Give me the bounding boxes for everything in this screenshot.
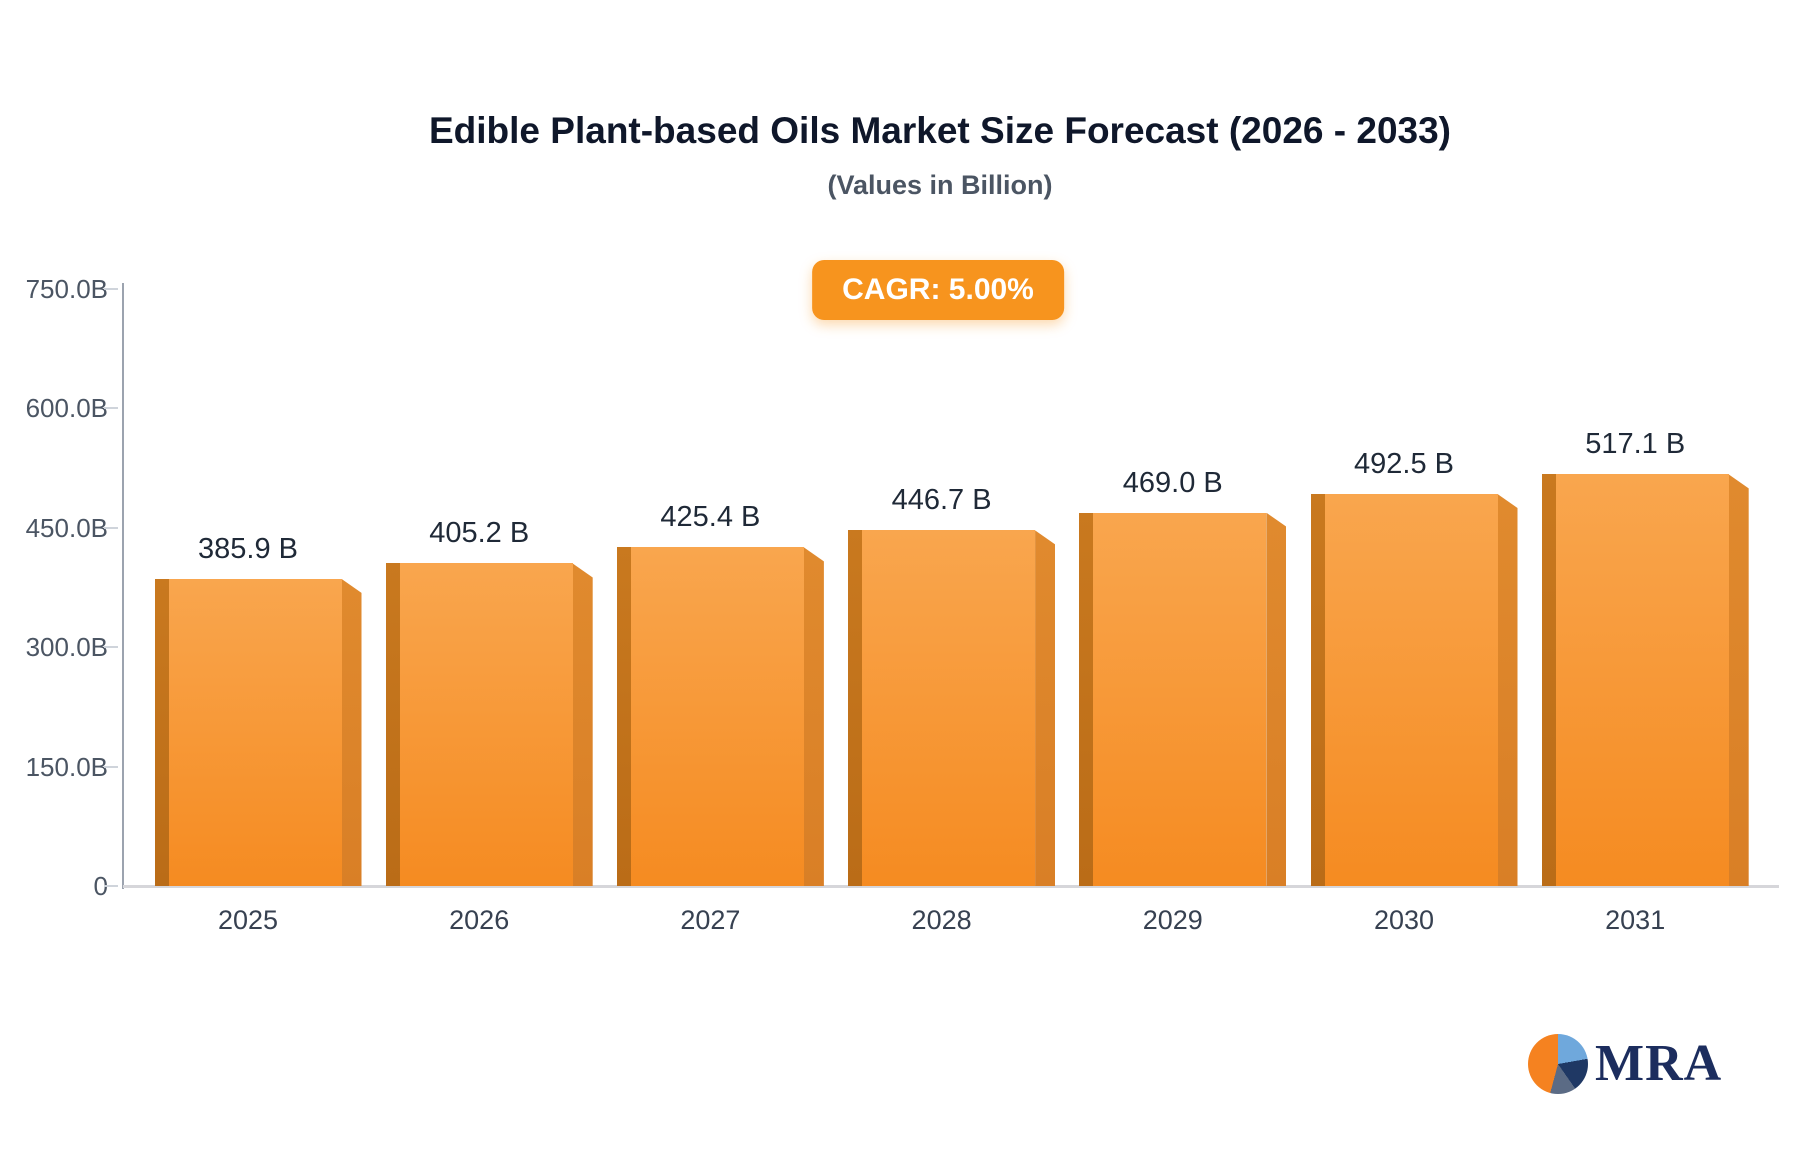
bar-side-face [1728, 474, 1749, 886]
y-tick-label: 750.0B [25, 274, 108, 304]
x-axis-label: 2030 [1373, 905, 1435, 935]
brand-logo-text: MRA [1595, 1035, 1723, 1092]
bar [848, 530, 1036, 886]
x-axis-label: 2027 [680, 905, 741, 935]
bar-left-edge [848, 530, 863, 886]
x-axis-label: 2025 [217, 905, 279, 935]
bar-side-face [803, 547, 824, 886]
bar-left-edge [616, 547, 631, 886]
bar-value-label: 469.0 B [1122, 466, 1223, 499]
bar [1310, 493, 1498, 886]
y-tick-mark [104, 646, 118, 649]
bar-left-edge [1541, 474, 1556, 886]
bar-side-face [572, 563, 593, 886]
chart-subtitle: (Values in Billion) [827, 170, 1053, 200]
y-tick-label: 450.0B [25, 512, 108, 543]
bar [1079, 512, 1267, 886]
y-tick-mark [104, 526, 118, 529]
y-tick-label: 0 [93, 871, 108, 901]
bar-left-edge [385, 563, 400, 886]
y-tick-mark [104, 765, 118, 768]
bar-side-face [341, 578, 362, 886]
y-tick-label: 150.0B [25, 751, 108, 782]
y-axis-line [122, 283, 124, 889]
x-baseline [123, 885, 1779, 888]
bar-value-label: 446.7 B [891, 484, 992, 517]
bar-side-face [1497, 493, 1518, 886]
bar-value-label: 405.2 B [429, 517, 530, 550]
y-tick-mark [104, 885, 118, 887]
bar-value-label: 385.9 B [198, 532, 298, 565]
x-axis-label: 2029 [1142, 905, 1203, 935]
bar-side-face [1266, 512, 1287, 886]
x-axis-label: 2026 [449, 905, 510, 935]
y-tick-mark [104, 407, 118, 410]
bar-value-label: 425.4 B [660, 501, 761, 534]
bar-left-edge [1310, 493, 1325, 886]
y-tick-label: 600.0B [25, 393, 108, 424]
bar-side-face [1035, 530, 1056, 886]
brand-logo: MRA [1528, 1034, 1722, 1094]
cagr-badge: CAGR: 5.00% [812, 260, 1064, 320]
y-tick-mark [104, 288, 118, 290]
bar [616, 547, 804, 886]
bar [1541, 474, 1729, 886]
bar-value-label: 492.5 B [1354, 447, 1454, 480]
bar [385, 563, 573, 886]
x-axis-label: 2031 [1605, 905, 1666, 935]
mra-pie-logo-icon [1528, 1034, 1588, 1094]
y-tick-label: 300.0B [25, 632, 108, 663]
bar-left-edge [1079, 512, 1094, 886]
bar [154, 578, 342, 886]
bar-value-label: 517.1 B [1585, 428, 1686, 461]
chart-title: Edible Plant-based Oils Market Size Fore… [428, 110, 1452, 151]
x-axis-label: 2028 [911, 905, 972, 935]
bar-left-edge [154, 578, 169, 886]
